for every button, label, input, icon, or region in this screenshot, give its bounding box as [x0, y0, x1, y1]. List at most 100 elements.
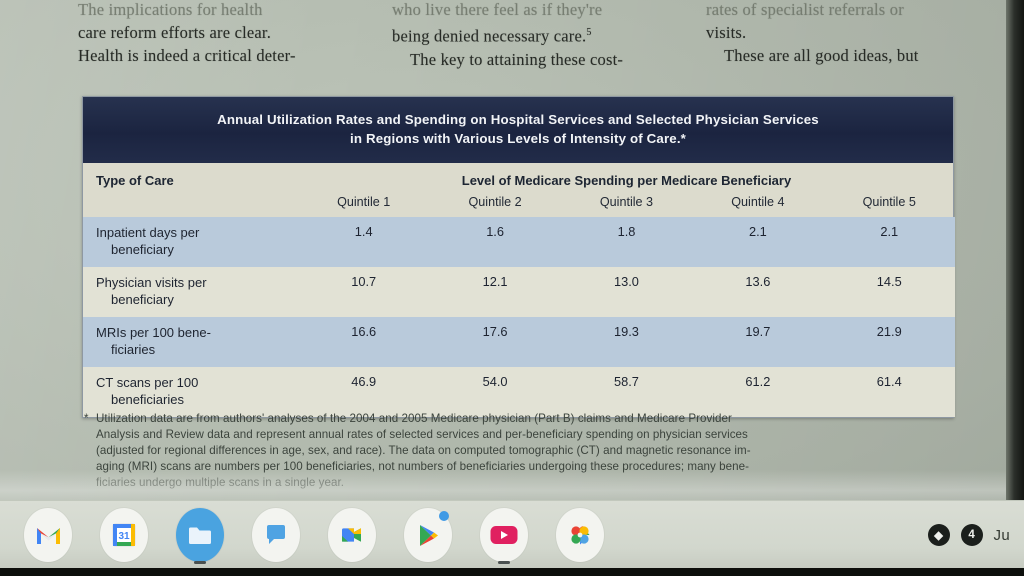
- shelf-item-play-store[interactable]: [402, 507, 454, 563]
- row-label-ct-scans: CT scans per 100 beneficiaries: [83, 367, 298, 417]
- cell-inpatient-q2: 1.6: [429, 217, 561, 267]
- shelf-item-gmail[interactable]: [22, 507, 74, 563]
- column-2-line-1: being denied necessary care.5: [392, 26, 592, 46]
- table-row: CT scans per 100 beneficiaries 46.9 54.0…: [83, 367, 955, 417]
- cell-inpatient-q4: 2.1: [692, 217, 824, 267]
- chromeos-shelf: 31: [0, 500, 1024, 568]
- column-header-quintile-1: Quintile 1: [337, 195, 391, 209]
- table-row: Inpatient days per beneficiary 1.4 1.6 1…: [83, 217, 955, 267]
- table-header: Type of Care Level of Medicare Spending …: [83, 172, 955, 217]
- cell-mri-q5: 21.9: [823, 317, 955, 367]
- footnote-reference-5: 5: [586, 27, 592, 38]
- cell-ct-q3: 58.7: [560, 367, 693, 417]
- cell-physician-q4: 13.6: [692, 267, 824, 317]
- running-indicator: [498, 561, 510, 564]
- column-2-clipped-line: who live there feel as if they're: [392, 0, 603, 19]
- column-3-line-1: visits.: [706, 23, 747, 42]
- footnote-line-2: Analysis and Review data and represent a…: [96, 428, 748, 442]
- svg-text:31: 31: [118, 531, 130, 542]
- table-header-row-group: Type of Care Level of Medicare Spending …: [83, 172, 955, 193]
- article-column-1: The implications for health care reform …: [78, 0, 398, 67]
- tray-expand-icon[interactable]: ◆: [927, 524, 950, 546]
- shelf-item-youtube[interactable]: [478, 507, 530, 564]
- row-label-line-2: beneficiary: [111, 242, 174, 257]
- table-header-row-quintiles: Quintile 1 Quintile 2 Quintile 3 Quintil…: [83, 193, 955, 217]
- youtube-icon[interactable]: [480, 508, 528, 562]
- system-tray[interactable]: ◆ 4 Ju: [927, 501, 1010, 569]
- cell-inpatient-q5: 2.1: [823, 217, 955, 267]
- footnote-marker: *: [84, 412, 89, 425]
- table-title-line-1: Annual Utilization Rates and Spending on…: [217, 112, 819, 127]
- column-1-line-1: care reform efforts are clear.: [78, 23, 272, 42]
- column-2-line-2: The key to attaining these cost-: [410, 49, 624, 69]
- cell-ct-q1: 46.9: [298, 367, 430, 417]
- column-header-quintile-3: Quintile 3: [599, 195, 654, 209]
- footnote-body: Utilization data are from authors' analy…: [84, 411, 952, 491]
- meet-icon[interactable]: [328, 508, 376, 562]
- column-header-spacer: [83, 193, 298, 217]
- column-1-clipped-line: The implications for health: [78, 0, 263, 19]
- tray-notification-count-badge[interactable]: 4: [960, 524, 983, 546]
- column-3-clipped-line: rates of specialist referrals or: [706, 0, 904, 19]
- table-title: Annual Utilization Rates and Spending on…: [83, 97, 953, 163]
- column-header-quintile-2: Quintile 2: [468, 195, 522, 209]
- cell-inpatient-q3: 1.8: [560, 217, 693, 267]
- cell-physician-q1: 10.7: [298, 267, 430, 317]
- photos-icon[interactable]: [556, 508, 604, 562]
- calendar-icon[interactable]: 31: [100, 508, 148, 562]
- gmail-icon[interactable]: [24, 508, 72, 562]
- table-body: Inpatient days per beneficiary 1.4 1.6 1…: [83, 217, 955, 417]
- shelf-item-calendar[interactable]: 31: [98, 507, 150, 563]
- article-column-3: rates of specialist referrals or visits.…: [706, 0, 968, 67]
- cell-ct-q2: 54.0: [429, 367, 561, 417]
- cell-ct-q5: 61.4: [823, 367, 955, 417]
- article-column-2: who live there feel as if they're being …: [392, 0, 692, 71]
- running-indicator: [194, 561, 206, 564]
- row-label-inpatient-days: Inpatient days per beneficiary: [83, 217, 298, 267]
- screen-bottom-bezel: [0, 568, 1024, 576]
- chat-icon[interactable]: [252, 508, 300, 562]
- row-label-mris: MRIs per 100 bene- ficiaries: [83, 317, 298, 367]
- shelf-item-photos[interactable]: [554, 507, 606, 563]
- shelf-item-files[interactable]: [174, 507, 226, 564]
- cell-mri-q1: 16.6: [298, 317, 430, 367]
- row-label-line-1: MRIs per 100 bene-: [96, 325, 211, 340]
- footnote-line-5: ficiaries undergo multiple scans in a si…: [96, 476, 345, 490]
- cell-mri-q4: 19.7: [692, 317, 824, 367]
- column-header-quintile-4: Quintile 4: [731, 195, 785, 209]
- column-1-line-2: Health is indeed a critical deter-: [78, 46, 296, 65]
- column-3-line-2: These are all good ideas, but: [724, 46, 919, 65]
- row-label-line-1: Inpatient days per: [96, 225, 200, 240]
- cell-physician-q2: 12.1: [429, 267, 561, 317]
- row-label-line-1: CT scans per 100: [96, 375, 199, 390]
- footnote-line-3: (adjusted for regional differences in ag…: [96, 444, 751, 458]
- row-label-line-2: beneficiary: [111, 292, 174, 307]
- table-footnote: * Utilization data are from authors' ana…: [84, 411, 952, 491]
- row-label-line-1: Physician visits per: [96, 275, 207, 290]
- cell-mri-q2: 17.6: [429, 317, 561, 367]
- photo-right-edge: [1006, 0, 1024, 500]
- cell-physician-q3: 13.0: [560, 267, 693, 317]
- row-label-line-2: beneficiaries: [111, 392, 184, 407]
- tray-clock[interactable]: Ju: [993, 526, 1010, 544]
- play-store-badge-icon: [439, 511, 449, 521]
- shelf-app-list: 31: [22, 507, 606, 564]
- table-row: MRIs per 100 bene- ficiaries 16.6 17.6 1…: [83, 317, 955, 367]
- column-header-type-of-care: Type of Care: [96, 173, 174, 188]
- cell-physician-q5: 14.5: [823, 267, 955, 317]
- footnote-line-1: Utilization data are from authors' analy…: [96, 412, 732, 425]
- shelf-item-chat[interactable]: [250, 507, 302, 563]
- row-label-line-2: ficiaries: [111, 342, 156, 357]
- table-header-band: Type of Care Level of Medicare Spending …: [83, 163, 953, 217]
- footnote-line-4: aging (MRI) scans are numbers per 100 be…: [96, 460, 750, 474]
- shelf-item-meet[interactable]: [326, 507, 378, 563]
- data-table-card: Annual Utilization Rates and Spending on…: [82, 96, 955, 418]
- cell-mri-q3: 19.3: [560, 317, 693, 367]
- column-header-spending-level: Level of Medicare Spending per Medicare …: [461, 173, 792, 188]
- row-label-physician-visits: Physician visits per beneficiary: [83, 267, 298, 317]
- table-row: Physician visits per beneficiary 10.7 12…: [83, 267, 955, 317]
- table-title-line-2: in Regions with Various Levels of Intens…: [349, 131, 686, 146]
- cell-inpatient-q1: 1.4: [298, 217, 430, 267]
- files-icon[interactable]: [176, 508, 224, 562]
